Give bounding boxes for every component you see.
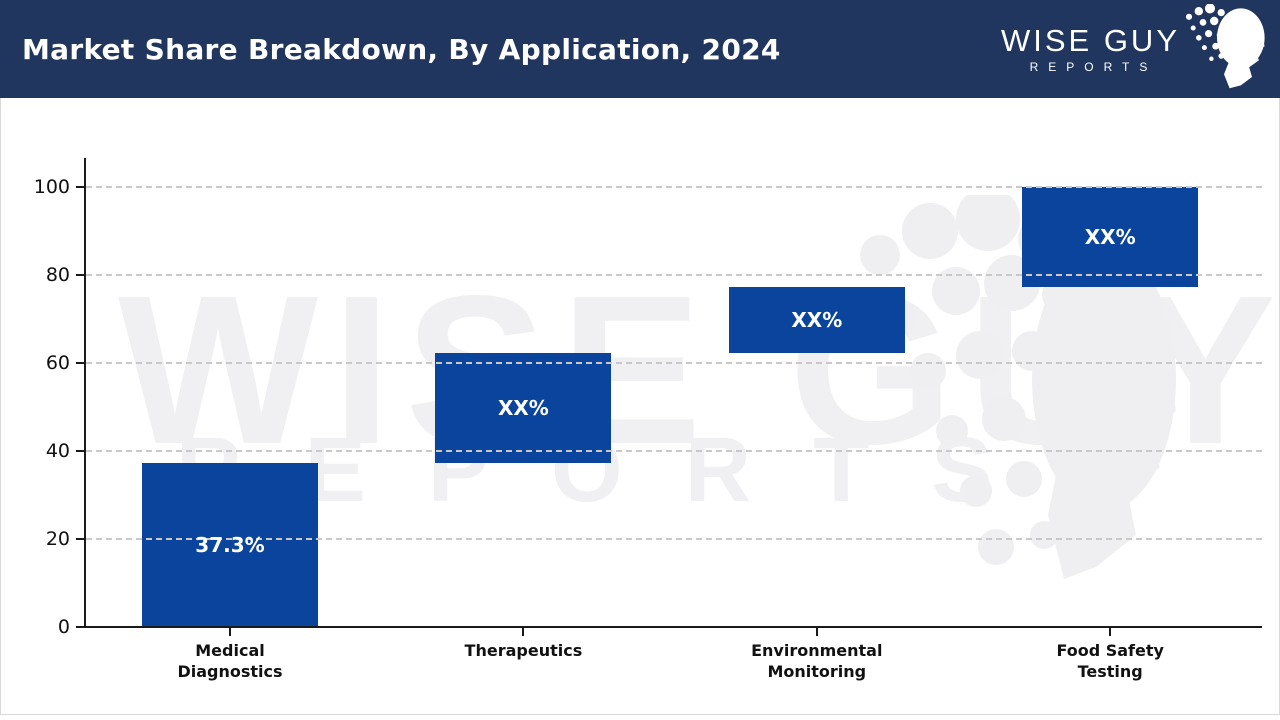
x-tick-mark-2 bbox=[815, 628, 818, 636]
y-tick-label-0: 0 bbox=[57, 616, 70, 638]
gridline-40 bbox=[86, 450, 1262, 452]
bar-2 bbox=[728, 286, 905, 353]
x-axis bbox=[84, 626, 1262, 628]
y-tick-label-20: 20 bbox=[45, 528, 70, 550]
gridline-100 bbox=[86, 186, 1262, 188]
gridline-80 bbox=[86, 274, 1262, 276]
bar-value-label-2: XX% bbox=[791, 307, 843, 332]
bar-3 bbox=[1022, 187, 1199, 287]
page-title: Market Share Breakdown, By Application, … bbox=[22, 32, 781, 66]
gridline-20 bbox=[86, 538, 1262, 540]
header-bar: Market Share Breakdown, By Application, … bbox=[0, 0, 1280, 98]
logo-name-text: WISE GUY bbox=[1000, 22, 1180, 58]
bar-value-label-3: XX% bbox=[1084, 224, 1136, 249]
x-category-label-2: Environmental Monitoring bbox=[751, 641, 883, 681]
x-tick-mark-1 bbox=[522, 628, 525, 636]
brand-logo: WISE GUY REPORTS bbox=[1001, 4, 1266, 94]
logo-sub-text: REPORTS bbox=[1029, 59, 1158, 74]
y-tick-mark-20 bbox=[76, 538, 84, 540]
x-tick-mark-0 bbox=[229, 628, 231, 636]
bar-value-label-0: 37.3% bbox=[195, 532, 265, 557]
x-category-label-1: Therapeutics bbox=[464, 641, 583, 660]
y-tick-mark-100 bbox=[76, 186, 84, 188]
logo-wordmark: WISE GUY REPORTS bbox=[1001, 25, 1180, 74]
bar-1 bbox=[435, 352, 612, 463]
y-tick-mark-60 bbox=[76, 362, 84, 364]
y-axis bbox=[84, 158, 86, 628]
y-tick-mark-0 bbox=[76, 626, 84, 628]
y-tick-label-40: 40 bbox=[45, 440, 70, 462]
gridline-60 bbox=[86, 362, 1262, 364]
y-tick-label-60: 60 bbox=[45, 352, 70, 374]
y-tick-mark-40 bbox=[76, 450, 84, 452]
bar-0 bbox=[142, 462, 318, 627]
x-tick-mark-3 bbox=[1109, 628, 1112, 636]
x-category-label-0: Medical Diagnostics bbox=[177, 641, 283, 681]
y-tick-mark-80 bbox=[76, 274, 84, 276]
y-tick-label-80: 80 bbox=[45, 264, 70, 286]
y-tick-label-100: 100 bbox=[33, 176, 70, 198]
logo-head-icon bbox=[1185, 4, 1265, 89]
x-category-label-3: Food Safety Testing bbox=[1056, 641, 1164, 681]
bar-value-label-1: XX% bbox=[497, 395, 549, 420]
